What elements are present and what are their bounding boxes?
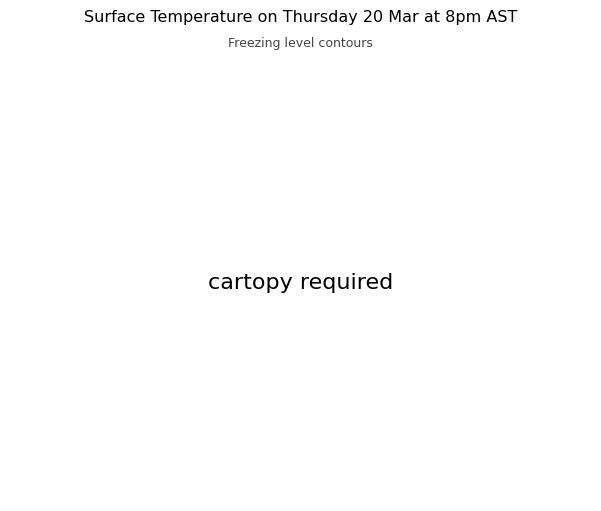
Text: Surface Temperature on Thursday 20 Mar at 8pm AST: Surface Temperature on Thursday 20 Mar a… — [84, 10, 517, 25]
Text: cartopy required: cartopy required — [208, 273, 393, 293]
Text: Freezing level contours: Freezing level contours — [228, 37, 373, 50]
